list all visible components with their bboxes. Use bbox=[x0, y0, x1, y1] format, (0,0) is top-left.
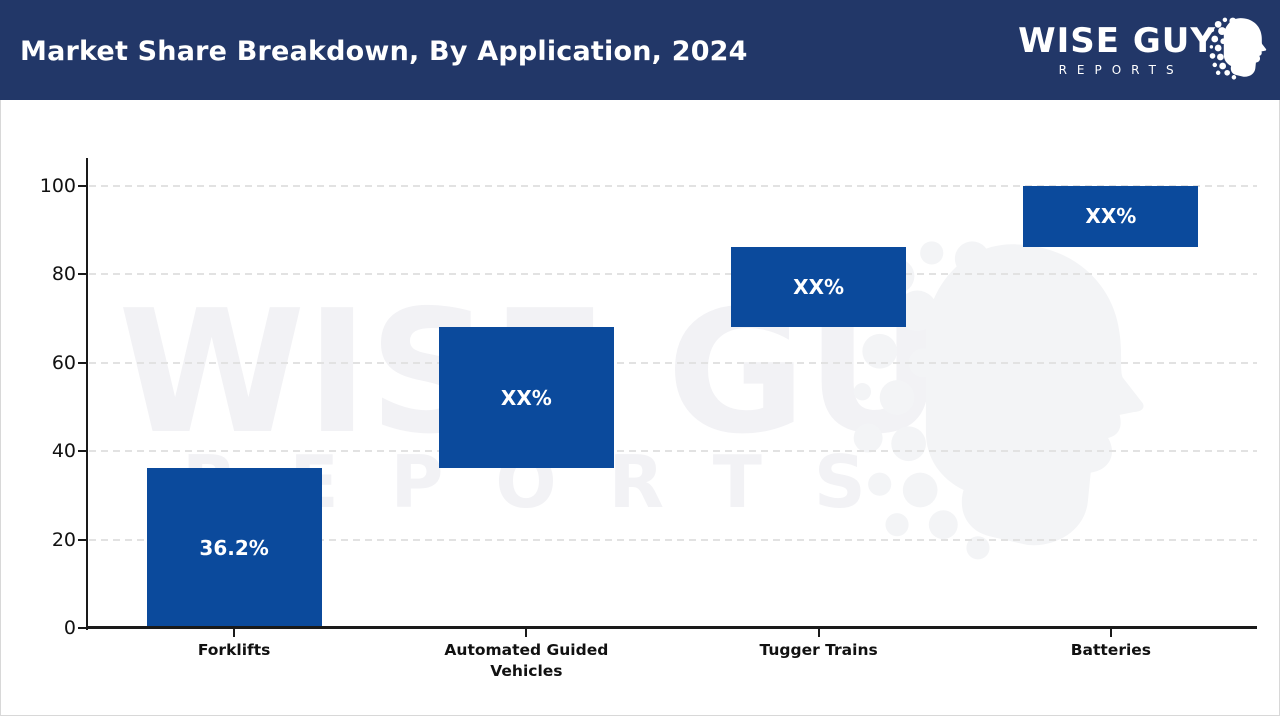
brand-name: WISE GUY bbox=[1018, 21, 1216, 61]
gridline-80 bbox=[89, 273, 1257, 276]
y-tick-label-80: 80 bbox=[51, 263, 76, 286]
bar-value-label-4: XX% bbox=[1085, 204, 1137, 229]
x-tick-4 bbox=[1109, 629, 1112, 637]
x-category-label-1: Forklifts bbox=[197, 641, 271, 659]
bar-value-label-2: XX% bbox=[500, 385, 552, 410]
bar-segment-3 bbox=[731, 246, 906, 328]
page-title: Market Share Breakdown, By Application, … bbox=[20, 36, 748, 67]
gridline-60 bbox=[89, 361, 1257, 364]
y-tick-0 bbox=[78, 627, 87, 629]
gridline-100 bbox=[89, 185, 1257, 187]
y-tick-100 bbox=[78, 185, 87, 187]
y-tick-label-0: 0 bbox=[63, 617, 76, 639]
x-tick-1 bbox=[233, 629, 236, 637]
bar-segment-4 bbox=[1023, 186, 1198, 247]
y-tick-label-100: 100 bbox=[39, 175, 76, 197]
y-axis-line bbox=[86, 158, 88, 630]
bar-segment-2 bbox=[439, 327, 614, 468]
y-tick-label-20: 20 bbox=[51, 528, 76, 551]
y-tick-60 bbox=[78, 361, 87, 364]
brand-subname: REPORTS bbox=[1058, 63, 1184, 77]
x-tick-2 bbox=[525, 629, 528, 637]
brand-face-icon bbox=[1209, 17, 1267, 80]
y-tick-label-60: 60 bbox=[51, 351, 76, 374]
y-tick-20 bbox=[78, 538, 87, 541]
bar-value-label-3: XX% bbox=[793, 275, 845, 300]
y-tick-label-40: 40 bbox=[51, 440, 76, 463]
x-category-label-4: Batteries bbox=[1070, 641, 1152, 659]
x-category-label-2: Automated Guided Vehicles bbox=[444, 641, 609, 680]
gridline-40 bbox=[89, 450, 1257, 453]
header-banner: Market Share Breakdown, By Application, … bbox=[0, 0, 1280, 100]
brand-logo: WISE GUY REPORTS bbox=[1018, 4, 1270, 92]
gridline-20 bbox=[89, 538, 1257, 541]
y-tick-80 bbox=[78, 273, 87, 276]
x-category-label-3: Tugger Trains bbox=[759, 641, 878, 659]
y-tick-40 bbox=[78, 450, 87, 453]
bar-segment-1 bbox=[147, 467, 322, 628]
x-axis-line bbox=[87, 626, 1257, 629]
bar-value-label-1: 36.2% bbox=[199, 535, 269, 560]
brand-logo-text: WISE GUY REPORTS bbox=[1018, 24, 1216, 77]
x-tick-3 bbox=[817, 629, 820, 637]
